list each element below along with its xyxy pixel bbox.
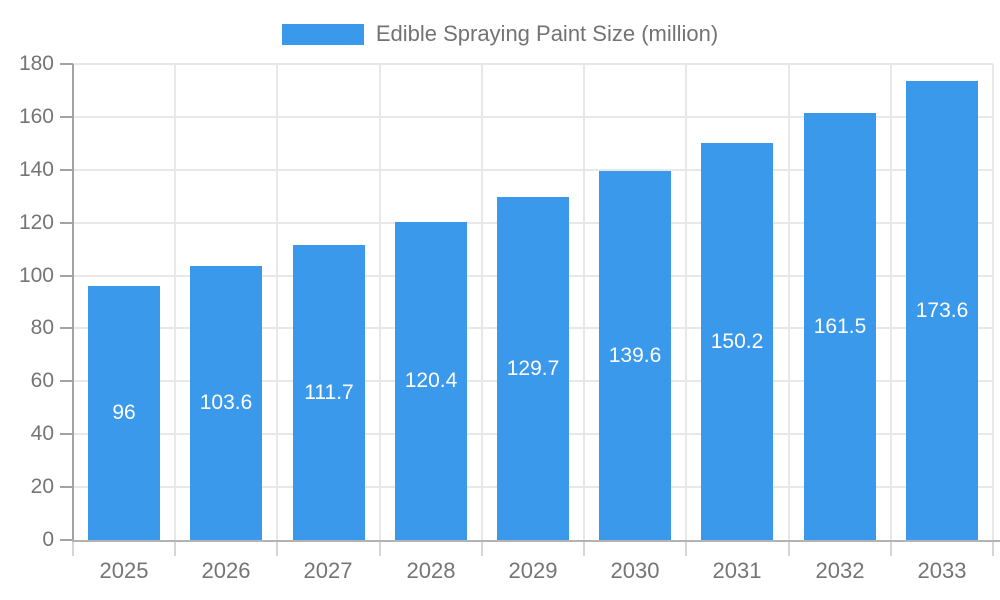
x-axis-tick	[72, 542, 74, 556]
bar-2029[interactable]: 129.7	[497, 197, 569, 540]
gridline-vertical	[685, 64, 687, 540]
bar-value-label: 129.7	[506, 356, 560, 380]
y-axis-tick	[60, 433, 73, 435]
y-axis-tick	[60, 63, 73, 65]
y-tick-label: 0	[42, 528, 54, 551]
x-tick-label: 2031	[712, 558, 762, 583]
gridline-vertical	[174, 64, 176, 540]
y-tick-label: 180	[18, 52, 54, 75]
x-tick-label: 2030	[610, 558, 660, 583]
bar-2025[interactable]: 96	[88, 286, 160, 540]
bar-2026[interactable]: 103.6	[190, 266, 262, 540]
gridline-horizontal	[73, 116, 993, 118]
legend-label: Edible Spraying Paint Size (million)	[375, 21, 719, 46]
bar-value-label: 96	[112, 401, 136, 424]
bar-value-label: 161.5	[813, 314, 867, 338]
x-tick-label: 2026	[201, 558, 251, 583]
y-tick-label: 60	[30, 369, 54, 392]
gridline-horizontal	[73, 63, 993, 65]
bar-2030[interactable]: 139.6	[599, 171, 671, 540]
bar-value-label: 103.6	[199, 391, 253, 414]
bar-value-label: 173.6	[915, 298, 969, 322]
gridline-vertical	[992, 64, 994, 540]
y-axis-tick	[60, 275, 73, 277]
x-tick-label: 2033	[917, 558, 967, 583]
x-axis-tick	[788, 542, 790, 556]
gridline-vertical	[276, 64, 278, 540]
gridline-vertical	[379, 64, 381, 540]
gridline-vertical	[788, 64, 790, 540]
y-axis-tick	[60, 222, 73, 224]
x-axis-tick	[583, 542, 585, 556]
y-tick-label: 160	[18, 105, 54, 128]
x-tick-label: 2025	[99, 558, 149, 583]
legend-swatch-icon	[281, 23, 364, 45]
y-axis-tick	[60, 169, 73, 171]
y-axis-tick	[60, 539, 73, 541]
y-axis-tick	[60, 486, 73, 488]
y-axis-line	[72, 64, 74, 540]
y-tick-label: 40	[30, 422, 54, 445]
y-tick-label: 20	[30, 475, 54, 498]
bar-value-label: 111.7	[304, 380, 354, 404]
gridline-vertical	[583, 64, 585, 540]
x-axis-tick	[481, 542, 483, 556]
gridline-horizontal	[73, 169, 993, 171]
bar-2027[interactable]: 111.7	[293, 245, 365, 540]
bar-value-label: 150.2	[710, 329, 764, 353]
x-axis-tick	[685, 542, 687, 556]
bar-value-label: 120.4	[404, 369, 458, 392]
bar-2028[interactable]: 120.4	[395, 222, 467, 540]
y-axis-tick	[60, 380, 73, 382]
bar-2033[interactable]: 173.6	[906, 81, 978, 540]
x-axis-tick	[276, 542, 278, 556]
y-axis-tick	[60, 327, 73, 329]
bar-2032[interactable]: 161.5	[804, 113, 876, 540]
bar-2031[interactable]: 150.2	[701, 143, 773, 540]
bar-value-label: 139.6	[608, 343, 662, 367]
x-tick-label: 2028	[406, 558, 456, 583]
x-tick-label: 2027	[303, 558, 353, 583]
x-axis-tick	[379, 542, 381, 556]
legend[interactable]: Edible Spraying Paint Size (million)	[0, 21, 1000, 47]
x-tick-label: 2032	[815, 558, 865, 583]
gridline-vertical	[890, 64, 892, 540]
x-tick-label: 2029	[508, 558, 558, 583]
y-axis-tick	[60, 116, 73, 118]
x-axis-tick	[174, 542, 176, 556]
x-axis-line	[72, 540, 1000, 542]
y-tick-label: 100	[18, 264, 54, 287]
x-axis-tick	[890, 542, 892, 556]
x-axis-tick	[992, 542, 994, 556]
y-tick-label: 120	[18, 211, 54, 234]
y-tick-label: 80	[30, 316, 54, 339]
y-tick-label: 140	[18, 158, 54, 181]
gridline-vertical	[481, 64, 483, 540]
